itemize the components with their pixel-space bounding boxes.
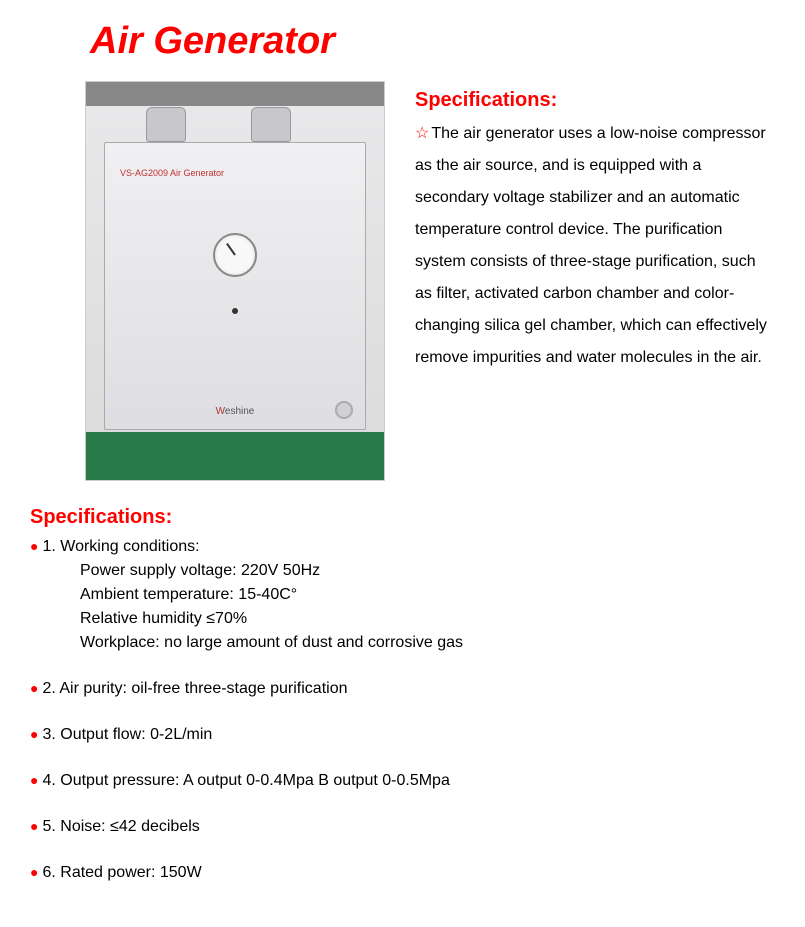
spec-sub-line: Power supply voltage: 220V 50Hz <box>80 559 775 583</box>
spec-item-title: 6. Rated power: 150W <box>42 864 201 881</box>
spec-sub-lines: Power supply voltage: 220V 50HzAmbient t… <box>80 559 775 655</box>
device-vent-right <box>251 107 291 142</box>
spec-heading-bottom: Specifications: <box>30 506 775 529</box>
description-text: ☆The air generator uses a low-noise comp… <box>415 118 775 374</box>
spec-item-title: 2. Air purity: oil-free three-stage puri… <box>42 680 347 697</box>
device-vent-left <box>146 107 186 142</box>
bullet-icon: ● <box>30 538 38 554</box>
bullet-icon: ● <box>30 726 38 742</box>
device-model-label: VS-AG2009 Air Generator <box>120 168 224 178</box>
spec-item-title: 4. Output pressure: A output 0-0.4Mpa B … <box>42 772 449 789</box>
indicator-dot <box>232 308 238 314</box>
spec-sub-line: Workplace: no large amount of dust and c… <box>80 631 775 655</box>
device-knob <box>335 401 353 419</box>
bullet-icon: ● <box>30 680 38 696</box>
spec-list: ●1. Working conditions:Power supply volt… <box>30 535 775 885</box>
device-brand: Weshine <box>216 406 255 417</box>
bullet-icon: ● <box>30 818 38 834</box>
device-body: VS-AG2009 Air Generator Weshine <box>104 142 366 430</box>
page-title: Air Generator <box>90 20 775 63</box>
description-body: The air generator uses a low-noise compr… <box>415 125 767 366</box>
top-row: VS-AG2009 Air Generator Weshine Specific… <box>30 81 775 481</box>
spec-item: ●6. Rated power: 150W <box>30 861 775 885</box>
spec-item-title: 5. Noise: ≤42 decibels <box>42 818 199 835</box>
product-image: VS-AG2009 Air Generator Weshine <box>85 81 385 481</box>
star-icon: ☆ <box>415 125 429 142</box>
gauge-icon <box>213 233 257 277</box>
bottom-spec-panel: Specifications: ●1. Working conditions:P… <box>30 506 775 885</box>
spec-sub-line: Ambient temperature: 15-40C° <box>80 583 775 607</box>
brand-rest: eshine <box>225 406 254 417</box>
spec-item: ●4. Output pressure: A output 0-0.4Mpa B… <box>30 769 775 793</box>
right-description-panel: Specifications: ☆The air generator uses … <box>415 81 775 374</box>
spec-heading-top: Specifications: <box>415 89 775 112</box>
bullet-icon: ● <box>30 864 38 880</box>
spec-item-title: 1. Working conditions: <box>42 538 199 555</box>
spec-item: ●1. Working conditions: Power supply volt… <box>30 535 775 655</box>
bullet-icon: ● <box>30 772 38 788</box>
spec-item: ●3. Output flow: 0-2L/min <box>30 723 775 747</box>
brand-prefix: W <box>216 406 225 417</box>
spec-item-title: 3. Output flow: 0-2L/min <box>42 726 212 743</box>
spec-item: ●5. Noise: ≤42 decibels <box>30 815 775 839</box>
spec-sub-line: Relative humidity ≤70% <box>80 607 775 631</box>
spec-item: ●2. Air purity: oil-free three-stage pur… <box>30 677 775 701</box>
